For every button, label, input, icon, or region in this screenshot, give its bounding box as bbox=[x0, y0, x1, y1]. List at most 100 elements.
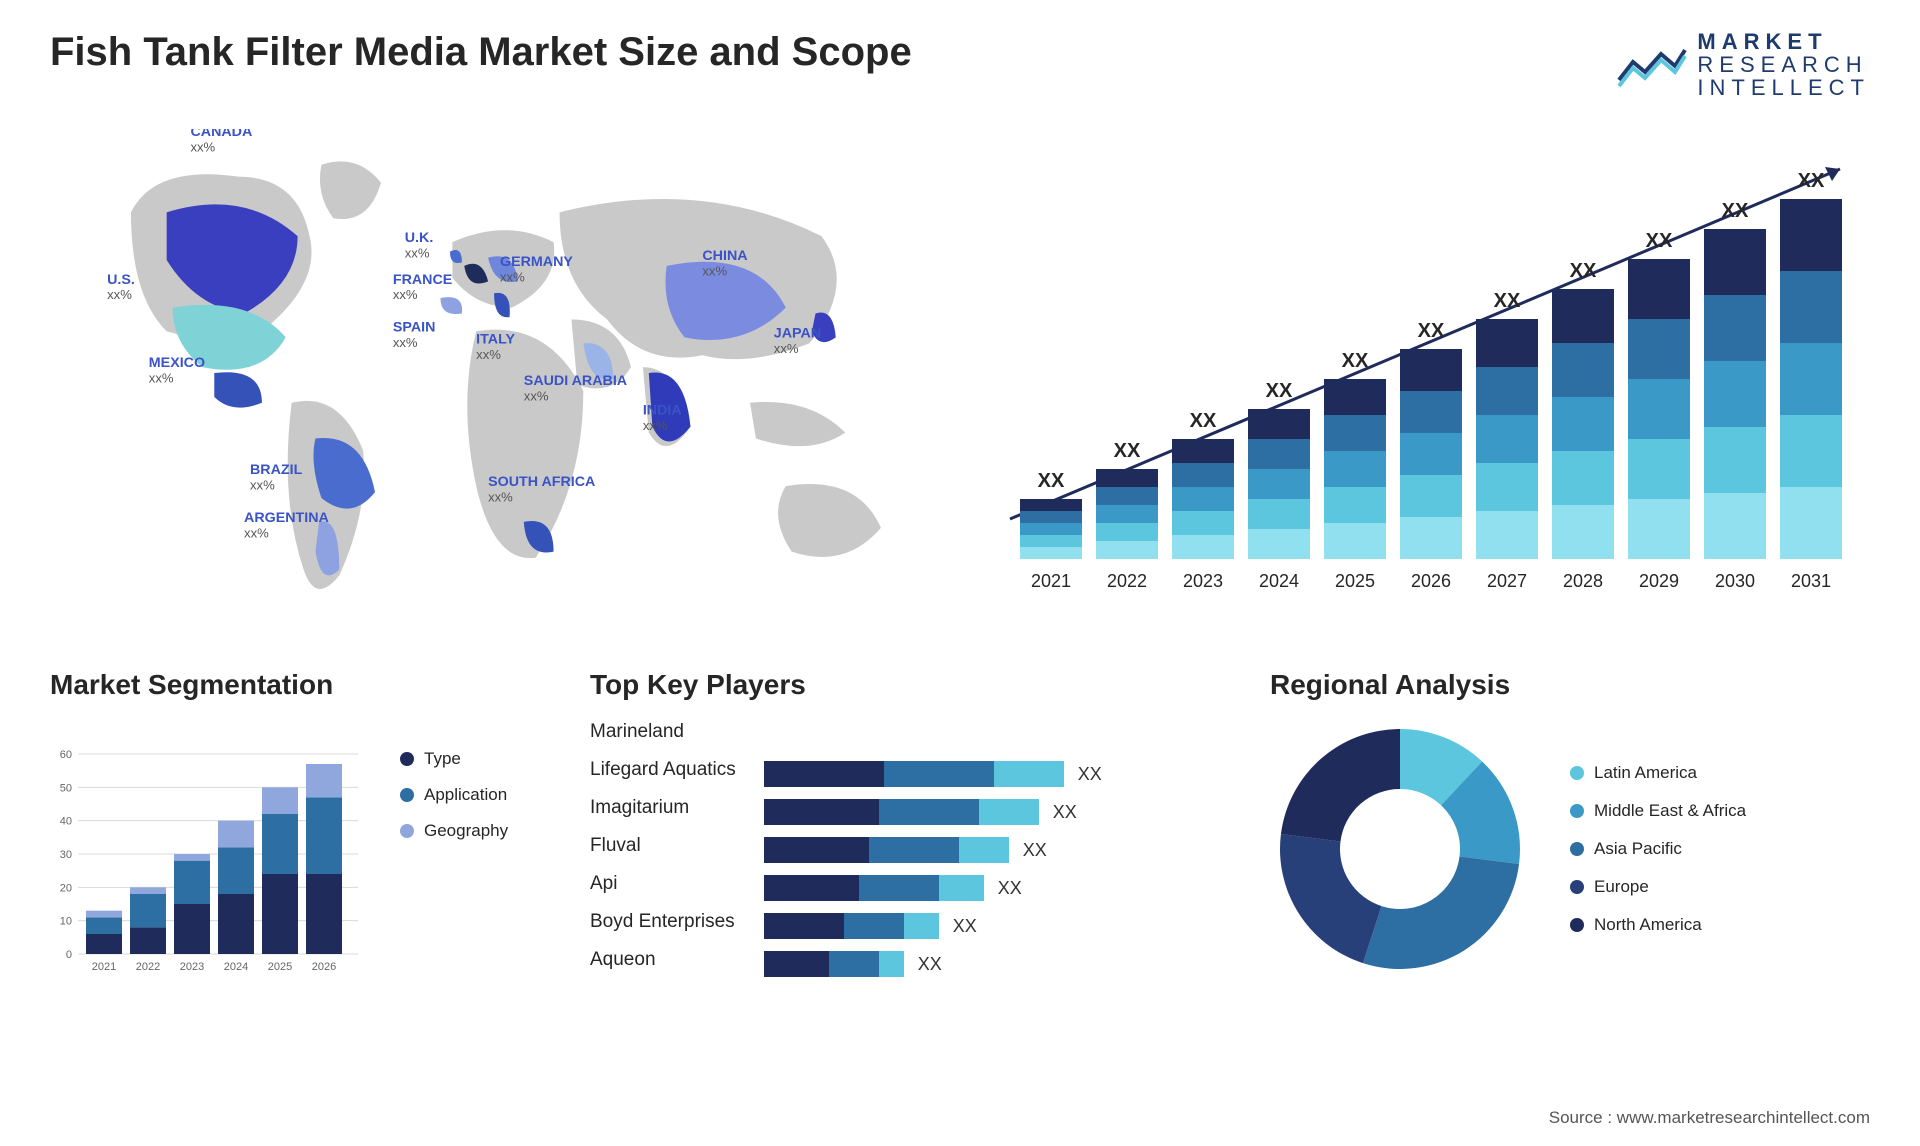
player-bar-segment bbox=[904, 913, 939, 939]
svg-text:xx%: xx% bbox=[524, 389, 549, 404]
player-bar bbox=[764, 875, 984, 901]
segmentation-legend-item: Application bbox=[400, 785, 508, 805]
player-name: Imagitarium bbox=[590, 795, 689, 821]
player-value: XX bbox=[1078, 764, 1102, 785]
player-bar-segment bbox=[979, 799, 1039, 825]
svg-text:xx%: xx% bbox=[250, 478, 275, 493]
regional-legend-item: Latin America bbox=[1570, 763, 1746, 783]
page-title: Fish Tank Filter Media Market Size and S… bbox=[50, 30, 912, 75]
svg-text:xx%: xx% bbox=[488, 490, 513, 505]
svg-text:MEXICO: MEXICO bbox=[149, 355, 205, 371]
world-map: CANADAxx%U.S.xx%MEXICOxx%BRAZILxx%ARGENT… bbox=[50, 129, 950, 629]
svg-text:SAUDI ARABIA: SAUDI ARABIA bbox=[524, 373, 627, 389]
player-name: Api bbox=[590, 871, 617, 897]
svg-text:ARGENTINA: ARGENTINA bbox=[244, 510, 329, 526]
player-bar-row: XX bbox=[764, 761, 1102, 787]
player-bar-segment bbox=[764, 837, 869, 863]
player-bar-segment bbox=[869, 837, 959, 863]
player-bar-segment bbox=[764, 761, 884, 787]
player-bar-segment bbox=[879, 951, 904, 977]
player-bar-segment bbox=[939, 875, 984, 901]
svg-text:ITALY: ITALY bbox=[476, 332, 515, 348]
svg-text:2027: 2027 bbox=[1487, 571, 1527, 591]
svg-text:SPAIN: SPAIN bbox=[393, 320, 436, 336]
svg-text:XX: XX bbox=[1418, 320, 1445, 342]
regional-donut bbox=[1270, 719, 1530, 979]
svg-text:xx%: xx% bbox=[393, 288, 418, 303]
player-value: XX bbox=[998, 878, 1022, 899]
svg-text:2022: 2022 bbox=[136, 961, 160, 973]
svg-text:XX: XX bbox=[1798, 170, 1825, 192]
svg-text:XX: XX bbox=[1190, 410, 1217, 432]
svg-text:2028: 2028 bbox=[1563, 571, 1603, 591]
player-bar-segment bbox=[884, 761, 994, 787]
legend-label: North America bbox=[1594, 915, 1702, 935]
player-bar-segment bbox=[829, 951, 879, 977]
svg-text:2025: 2025 bbox=[1335, 571, 1375, 591]
legend-dot bbox=[1570, 804, 1584, 818]
svg-text:2030: 2030 bbox=[1715, 571, 1755, 591]
svg-text:XX: XX bbox=[1266, 380, 1293, 402]
regional-legend: Latin AmericaMiddle East & AfricaAsia Pa… bbox=[1570, 763, 1746, 935]
svg-text:2029: 2029 bbox=[1639, 571, 1679, 591]
svg-text:50: 50 bbox=[60, 783, 72, 795]
players-title: Top Key Players bbox=[590, 669, 1230, 701]
svg-text:FRANCE: FRANCE bbox=[393, 272, 452, 288]
player-bar-segment bbox=[764, 951, 829, 977]
svg-text:XX: XX bbox=[1038, 470, 1065, 492]
svg-text:2023: 2023 bbox=[1183, 571, 1223, 591]
svg-text:U.S.: U.S. bbox=[107, 272, 135, 288]
regional-legend-item: Middle East & Africa bbox=[1570, 801, 1746, 821]
legend-label: Europe bbox=[1594, 877, 1649, 897]
logo-line3: INTELLECT bbox=[1697, 76, 1870, 99]
player-bar-segment bbox=[879, 799, 979, 825]
svg-text:CHINA: CHINA bbox=[702, 248, 747, 264]
brand-logo: MARKET RESEARCH INTELLECT bbox=[1615, 30, 1870, 99]
legend-label: Latin America bbox=[1594, 763, 1697, 783]
svg-text:XX: XX bbox=[1570, 260, 1597, 282]
player-bar bbox=[764, 799, 1039, 825]
player-name: Boyd Enterprises bbox=[590, 909, 735, 935]
player-bar-segment bbox=[859, 875, 939, 901]
world-map-svg: CANADAxx%U.S.xx%MEXICOxx%BRAZILxx%ARGENT… bbox=[50, 129, 950, 629]
svg-text:xx%: xx% bbox=[405, 246, 430, 261]
players-bars: XXXXXXXXXXXX bbox=[764, 719, 1102, 977]
player-bar-segment bbox=[994, 761, 1064, 787]
player-bar bbox=[764, 913, 939, 939]
logo-icon bbox=[1615, 40, 1687, 90]
svg-text:2024: 2024 bbox=[1259, 571, 1299, 591]
segmentation-chart: 0102030405060202120222023202420252026 bbox=[50, 719, 370, 979]
legend-label: Middle East & Africa bbox=[1594, 801, 1746, 821]
svg-text:xx%: xx% bbox=[500, 270, 525, 285]
legend-dot bbox=[400, 752, 414, 766]
regional-title: Regional Analysis bbox=[1270, 669, 1870, 701]
svg-text:XX: XX bbox=[1722, 200, 1749, 222]
svg-text:0: 0 bbox=[66, 949, 72, 961]
forecast-chart-svg: XX2021XX2022XX2023XX2024XX2025XX2026XX20… bbox=[990, 129, 1870, 609]
player-bar-row: XX bbox=[764, 875, 1102, 901]
player-bar-row: XX bbox=[764, 951, 1102, 977]
svg-text:2026: 2026 bbox=[1411, 571, 1451, 591]
player-value: XX bbox=[918, 954, 942, 975]
legend-dot bbox=[1570, 918, 1584, 932]
svg-text:CANADA: CANADA bbox=[190, 129, 252, 140]
svg-text:2021: 2021 bbox=[1031, 571, 1071, 591]
svg-text:JAPAN: JAPAN bbox=[774, 326, 821, 342]
player-bar bbox=[764, 761, 1064, 787]
svg-text:XX: XX bbox=[1494, 290, 1521, 312]
player-value: XX bbox=[1023, 840, 1047, 861]
svg-text:XX: XX bbox=[1114, 440, 1141, 462]
legend-dot bbox=[1570, 880, 1584, 894]
player-bar-segment bbox=[764, 913, 844, 939]
player-bar-segment bbox=[764, 875, 859, 901]
svg-text:xx%: xx% bbox=[774, 341, 799, 356]
svg-text:xx%: xx% bbox=[476, 347, 501, 362]
svg-text:2021: 2021 bbox=[92, 961, 116, 973]
svg-text:2025: 2025 bbox=[268, 961, 292, 973]
svg-text:2023: 2023 bbox=[180, 961, 204, 973]
svg-text:60: 60 bbox=[60, 749, 72, 761]
svg-text:xx%: xx% bbox=[244, 526, 269, 541]
legend-dot bbox=[400, 824, 414, 838]
player-name: Marineland bbox=[590, 719, 684, 745]
player-name: Lifegard Aquatics bbox=[590, 757, 736, 783]
